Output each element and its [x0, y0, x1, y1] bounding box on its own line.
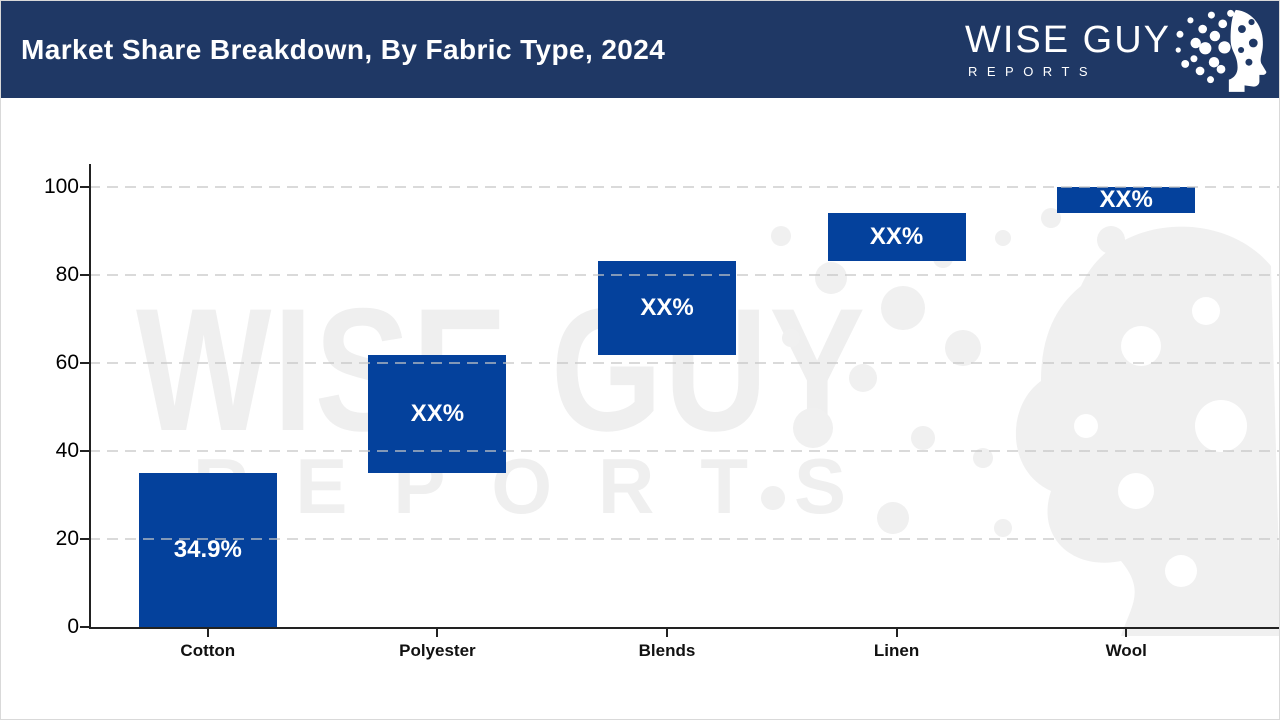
logo-head-icon: [1175, 9, 1267, 92]
x-axis: [89, 627, 1279, 629]
x-label-blends: Blends: [638, 641, 696, 660]
gridline-100: [89, 186, 1279, 188]
gridline-40: [89, 450, 1279, 452]
bar-value-label: 34.9%: [173, 536, 242, 564]
logo-line2: REPORTS: [967, 63, 1098, 79]
bar-linen: XX%: [827, 212, 966, 261]
y-tick-80: [80, 274, 89, 276]
y-tick-label-0: 0: [67, 615, 79, 638]
x-tick-polyester: [436, 629, 439, 637]
bar-value-label: XX%: [1099, 185, 1153, 213]
y-tick-label-40: 40: [55, 439, 79, 462]
x-tick-wool: [1125, 629, 1128, 637]
logo-text: WISE GUY REPORTS: [965, 21, 1171, 79]
watermark-reports: REPORTS: [193, 442, 893, 530]
y-tick-0: [80, 626, 89, 628]
y-tick-label-100: 100: [43, 175, 79, 198]
y-tick-label-80: 80: [55, 263, 79, 286]
x-tick-cotton: [206, 629, 209, 637]
x-label-cotton: Cotton: [180, 641, 236, 660]
y-tick-20: [80, 538, 89, 540]
x-tick-linen: [895, 629, 898, 637]
wise-guy-reports-logo: WISE GUY REPORTS: [965, 5, 1269, 95]
gridline-60: [89, 362, 1279, 364]
logo-line1: WISE GUY: [964, 18, 1171, 61]
bar-value-label: XX%: [869, 222, 924, 250]
gridline-80: [89, 274, 1279, 276]
watermark-head-icon: [761, 208, 1279, 636]
page-title: Market Share Breakdown, By Fabric Type, …: [21, 33, 666, 65]
bar-value-label: XX%: [410, 400, 465, 428]
x-label-polyester: Polyester: [399, 641, 476, 660]
x-tick-blends: [666, 629, 668, 637]
bar-blends: XX%: [598, 260, 736, 356]
y-tick-label-60: 60: [55, 351, 79, 374]
x-label-wool: Wool: [1105, 641, 1147, 660]
watermark-wise-guy: WISE GUY: [136, 273, 867, 468]
bar-cotton: 34.9%: [138, 473, 277, 627]
header-bar: Market Share Breakdown, By Fabric Type, …: [1, 1, 1279, 98]
y-tick-100: [80, 186, 89, 188]
y-axis: [89, 164, 91, 629]
bar-value-label: XX%: [640, 293, 694, 321]
y-tick-label-20: 20: [55, 527, 79, 550]
gridline-20: [89, 538, 1279, 540]
y-tick-60: [80, 362, 89, 364]
y-tick-40: [80, 450, 89, 452]
bar-wool: XX%: [1057, 185, 1196, 213]
x-label-linen: Linen: [873, 641, 920, 660]
bar-polyester: XX%: [368, 355, 507, 474]
